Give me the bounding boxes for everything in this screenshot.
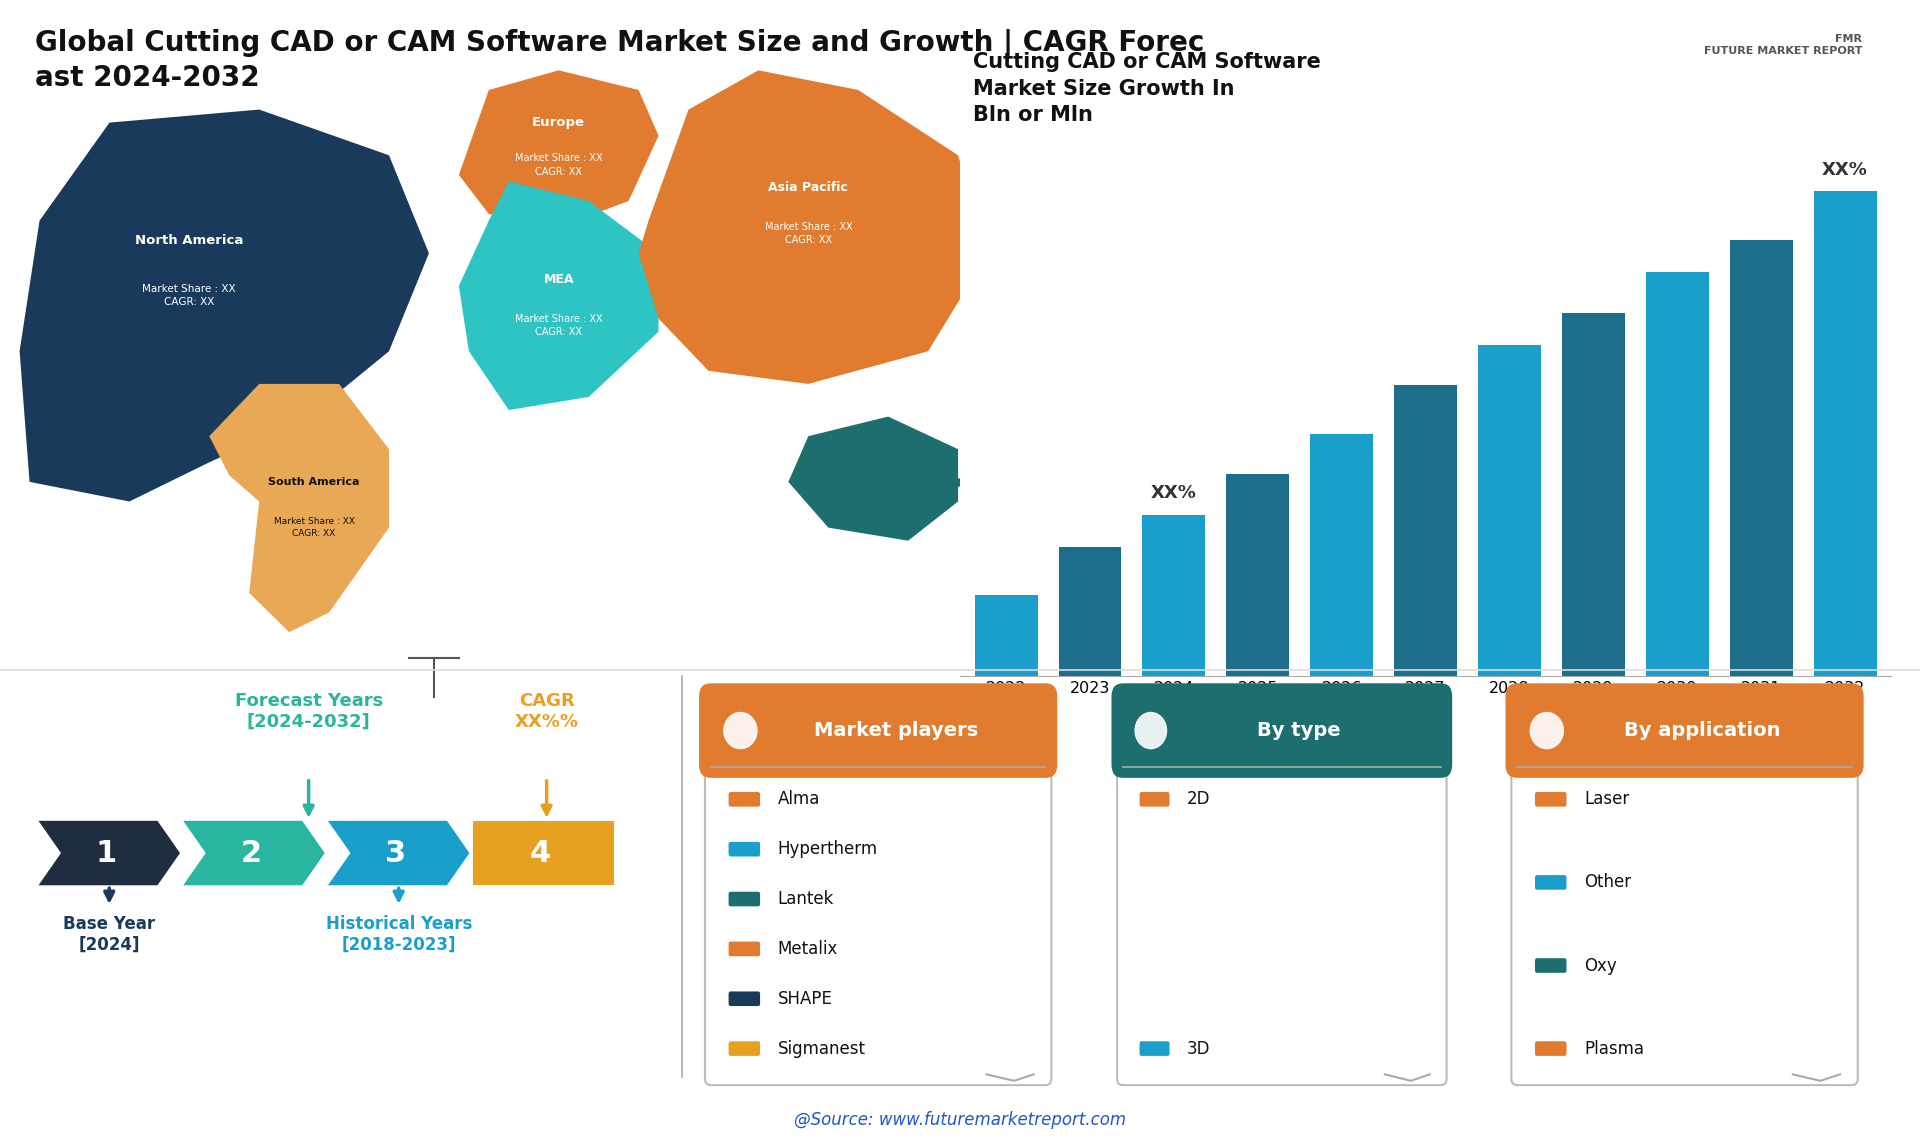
Text: Europe: Europe	[532, 116, 586, 129]
Text: MEA: MEA	[543, 273, 574, 285]
Text: By type: By type	[1258, 721, 1340, 740]
FancyBboxPatch shape	[1505, 683, 1864, 778]
FancyBboxPatch shape	[1112, 683, 1452, 778]
Text: Market Share : XX
CAGR: XX: Market Share : XX CAGR: XX	[764, 222, 852, 245]
Text: Historical Years
[2018-2023]: Historical Years [2018-2023]	[326, 916, 472, 955]
FancyBboxPatch shape	[728, 942, 760, 956]
Bar	[1394, 385, 1457, 676]
Text: Sigmanest: Sigmanest	[778, 1039, 866, 1058]
Bar	[1730, 240, 1793, 676]
FancyBboxPatch shape	[1140, 792, 1169, 807]
Text: Metalix: Metalix	[778, 940, 839, 958]
FancyBboxPatch shape	[1117, 759, 1446, 1085]
Text: 4: 4	[530, 839, 551, 868]
Text: 3: 3	[386, 839, 407, 868]
Bar	[1478, 345, 1542, 676]
Text: Laser: Laser	[1584, 791, 1630, 808]
Bar	[1227, 474, 1288, 676]
Text: SHAPE: SHAPE	[778, 990, 833, 1007]
Text: South America: South America	[269, 477, 359, 487]
Text: Market Share : XX
CAGR: XX: Market Share : XX CAGR: XX	[515, 314, 603, 337]
FancyBboxPatch shape	[1140, 1042, 1169, 1055]
Circle shape	[1135, 713, 1167, 748]
Bar	[1645, 272, 1709, 676]
Polygon shape	[459, 70, 659, 227]
FancyBboxPatch shape	[728, 1042, 760, 1055]
FancyBboxPatch shape	[1534, 1042, 1567, 1055]
FancyBboxPatch shape	[1534, 958, 1567, 973]
Text: Oxy: Oxy	[1584, 957, 1617, 974]
Polygon shape	[789, 416, 958, 541]
FancyBboxPatch shape	[699, 683, 1058, 778]
Text: FMR
FUTURE MARKET REPORT: FMR FUTURE MARKET REPORT	[1703, 34, 1862, 56]
Text: Market Share : XX
CAGR: XX: Market Share : XX CAGR: XX	[275, 517, 355, 537]
Text: 2: 2	[240, 839, 261, 868]
Text: Market players: Market players	[814, 721, 977, 740]
Polygon shape	[19, 110, 428, 502]
Polygon shape	[209, 384, 390, 633]
Text: By application: By application	[1624, 721, 1780, 740]
Text: XX%: XX%	[1150, 485, 1196, 502]
Polygon shape	[38, 821, 180, 885]
Text: Hypertherm: Hypertherm	[778, 840, 877, 858]
Polygon shape	[472, 821, 614, 885]
Polygon shape	[182, 821, 324, 885]
Text: CAGR
XX%%: CAGR XX%%	[515, 692, 578, 731]
Text: Alma: Alma	[778, 791, 820, 808]
Text: Lantek: Lantek	[778, 890, 833, 908]
FancyBboxPatch shape	[1534, 876, 1567, 889]
Text: Plasma: Plasma	[1584, 1039, 1644, 1058]
Text: @Source: www.futuremarketreport.com: @Source: www.futuremarketreport.com	[795, 1110, 1125, 1129]
FancyBboxPatch shape	[728, 842, 760, 856]
Text: Market Share : XX
CAGR: XX: Market Share : XX CAGR: XX	[515, 154, 603, 176]
Bar	[1058, 547, 1121, 676]
FancyBboxPatch shape	[728, 892, 760, 906]
FancyBboxPatch shape	[728, 991, 760, 1006]
Bar	[975, 595, 1037, 676]
Text: Other: Other	[1584, 873, 1632, 892]
Bar	[1142, 515, 1206, 676]
Text: 2D: 2D	[1187, 791, 1210, 808]
Text: Global Cutting CAD or CAM Software Market Size and Growth | CAGR Forec
ast 2024-: Global Cutting CAD or CAM Software Marke…	[35, 29, 1204, 92]
Circle shape	[724, 713, 756, 748]
Bar	[1563, 313, 1624, 676]
FancyBboxPatch shape	[1511, 759, 1859, 1085]
Polygon shape	[328, 821, 470, 885]
Circle shape	[1530, 713, 1563, 748]
Bar	[1814, 191, 1876, 676]
Text: Cutting CAD or CAM Software
Market Size Growth In
Bln or Mln: Cutting CAD or CAM Software Market Size …	[973, 52, 1321, 125]
FancyBboxPatch shape	[728, 792, 760, 807]
Text: Asia Pacific: Asia Pacific	[768, 181, 849, 195]
Text: Market Share : XX
CAGR: XX: Market Share : XX CAGR: XX	[142, 284, 236, 307]
Text: Base Year
[2024]: Base Year [2024]	[63, 916, 156, 955]
Text: XX%: XX%	[1822, 162, 1868, 179]
Text: 3D: 3D	[1187, 1039, 1210, 1058]
Bar	[1309, 433, 1373, 676]
Polygon shape	[639, 70, 989, 384]
FancyBboxPatch shape	[1534, 792, 1567, 807]
Text: Forecast Years
[2024-2032]: Forecast Years [2024-2032]	[234, 692, 382, 731]
Text: 1: 1	[96, 839, 117, 868]
Polygon shape	[459, 181, 659, 410]
FancyBboxPatch shape	[705, 759, 1052, 1085]
Text: North America: North America	[134, 234, 244, 246]
